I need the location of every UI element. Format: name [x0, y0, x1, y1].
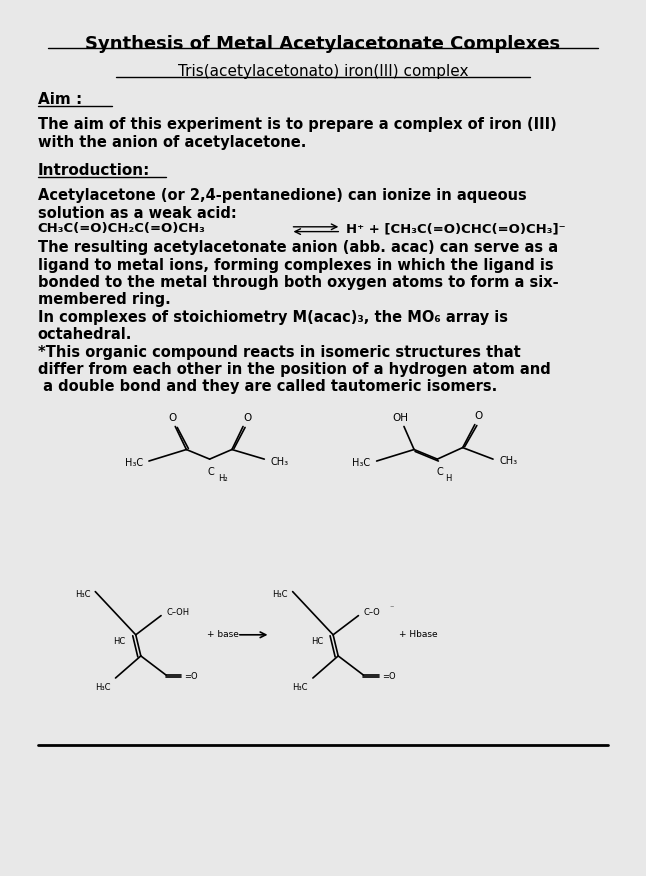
Text: C–O: C–O: [364, 608, 380, 618]
Text: C: C: [436, 467, 443, 477]
Text: H₃C: H₃C: [95, 682, 110, 692]
Text: H₃C: H₃C: [125, 458, 143, 468]
Text: H₃C: H₃C: [75, 590, 90, 598]
Text: C: C: [207, 467, 214, 477]
Text: CH₃: CH₃: [499, 456, 517, 466]
Text: HC: HC: [114, 637, 125, 646]
Text: Aim :: Aim :: [37, 92, 82, 108]
Text: Synthesis of Metal Acetylacetonate Complexes: Synthesis of Metal Acetylacetonate Compl…: [85, 35, 561, 53]
Text: Acetylacetone (or 2,4-pentanedione) can ionize in aqueous
solution as a weak aci: Acetylacetone (or 2,4-pentanedione) can …: [37, 188, 526, 221]
Text: + base: + base: [207, 631, 238, 639]
Text: ⁻: ⁻: [390, 604, 394, 612]
Text: H₃C: H₃C: [272, 590, 287, 598]
Text: O: O: [475, 411, 483, 420]
Text: HC: HC: [311, 637, 323, 646]
Text: Introduction:: Introduction:: [37, 164, 150, 179]
Text: CH₃: CH₃: [271, 457, 289, 467]
Text: H⁺ + [CH₃C(=O)CHC(=O)CH₃]⁻: H⁺ + [CH₃C(=O)CHC(=O)CH₃]⁻: [346, 222, 566, 235]
Text: CH₃C(=O)CH₂C(=O)CH₃: CH₃C(=O)CH₂C(=O)CH₃: [37, 222, 205, 235]
Text: H: H: [446, 475, 452, 484]
Text: =O: =O: [382, 672, 395, 681]
Text: O: O: [168, 413, 176, 422]
Text: Tris(acetylacetonato) iron(III) complex: Tris(acetylacetonato) iron(III) complex: [178, 64, 468, 79]
Text: C–OH: C–OH: [166, 608, 189, 618]
Text: The aim of this experiment is to prepare a complex of iron (III)
with the anion : The aim of this experiment is to prepare…: [37, 117, 556, 150]
Text: H₃C: H₃C: [353, 458, 371, 468]
Text: + Hbase: + Hbase: [399, 631, 437, 639]
Text: O: O: [243, 413, 251, 422]
Text: =O: =O: [184, 672, 198, 681]
Text: H₃C: H₃C: [293, 682, 308, 692]
Text: The resulting acetylacetonate anion (abb. acac) can serve as a
ligand to metal i: The resulting acetylacetonate anion (abb…: [37, 240, 558, 394]
Text: H₂: H₂: [218, 475, 227, 484]
Text: OH: OH: [392, 413, 408, 422]
